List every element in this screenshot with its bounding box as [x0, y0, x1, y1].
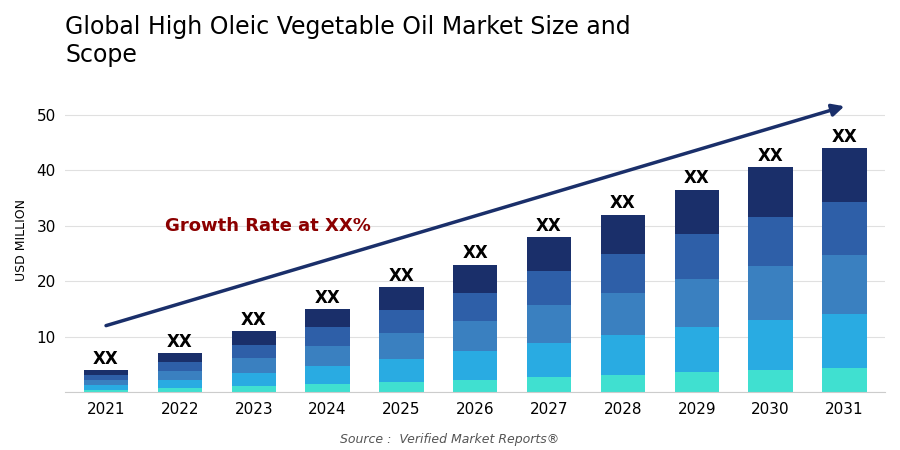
Bar	[231, 345, 276, 358]
Text: XX: XX	[241, 311, 266, 329]
Bar	[600, 254, 645, 293]
Bar	[453, 292, 498, 321]
Bar	[379, 382, 424, 392]
Bar	[526, 377, 572, 392]
Bar	[84, 380, 128, 385]
Text: XX: XX	[463, 244, 488, 262]
Bar	[84, 370, 128, 375]
Bar	[379, 287, 424, 310]
Bar	[379, 310, 424, 333]
Bar	[675, 328, 719, 372]
Bar	[305, 384, 350, 392]
Bar	[158, 353, 202, 362]
Text: XX: XX	[684, 169, 709, 187]
Bar	[84, 390, 128, 392]
Bar	[231, 386, 276, 392]
Bar	[600, 293, 645, 335]
Bar	[379, 333, 424, 359]
Bar	[749, 370, 793, 392]
Y-axis label: USD MILLION: USD MILLION	[15, 198, 28, 280]
Bar	[84, 385, 128, 390]
Bar	[600, 335, 645, 374]
Bar	[158, 380, 202, 388]
Bar	[158, 370, 202, 380]
Text: Source :  Verified Market Reports®: Source : Verified Market Reports®	[340, 432, 560, 446]
Bar	[749, 266, 793, 320]
Bar	[526, 305, 572, 342]
Bar	[675, 189, 719, 234]
Bar	[675, 279, 719, 328]
Bar	[823, 368, 867, 392]
Bar	[600, 215, 645, 254]
Bar	[305, 365, 350, 384]
Text: Growth Rate at XX%: Growth Rate at XX%	[165, 217, 371, 235]
Bar	[600, 374, 645, 392]
Bar	[675, 234, 719, 279]
Text: XX: XX	[167, 333, 193, 351]
Bar	[823, 148, 867, 202]
Bar	[526, 271, 572, 305]
Bar	[749, 167, 793, 217]
Bar	[453, 379, 498, 392]
Bar	[749, 320, 793, 370]
Bar	[453, 321, 498, 351]
Text: XX: XX	[610, 194, 635, 212]
Bar	[823, 202, 867, 256]
Bar	[453, 265, 498, 292]
Bar	[305, 346, 350, 365]
Text: Global High Oleic Vegetable Oil Market Size and
Scope: Global High Oleic Vegetable Oil Market S…	[66, 15, 631, 67]
Text: XX: XX	[758, 147, 783, 165]
Bar	[526, 237, 572, 271]
Text: XX: XX	[536, 216, 562, 234]
Bar	[823, 256, 867, 314]
Bar	[84, 375, 128, 380]
Bar	[453, 351, 498, 379]
Bar	[823, 314, 867, 368]
Bar	[749, 217, 793, 266]
Text: XX: XX	[94, 350, 119, 368]
Text: XX: XX	[832, 128, 858, 146]
Bar	[231, 331, 276, 345]
Bar	[231, 373, 276, 386]
Bar	[526, 342, 572, 377]
Bar	[379, 359, 424, 382]
Bar	[675, 372, 719, 392]
Text: XX: XX	[389, 266, 414, 284]
Bar	[305, 327, 350, 346]
Bar	[305, 309, 350, 327]
Bar	[231, 358, 276, 373]
Bar	[158, 388, 202, 392]
Bar	[158, 362, 202, 370]
Text: XX: XX	[315, 289, 340, 307]
